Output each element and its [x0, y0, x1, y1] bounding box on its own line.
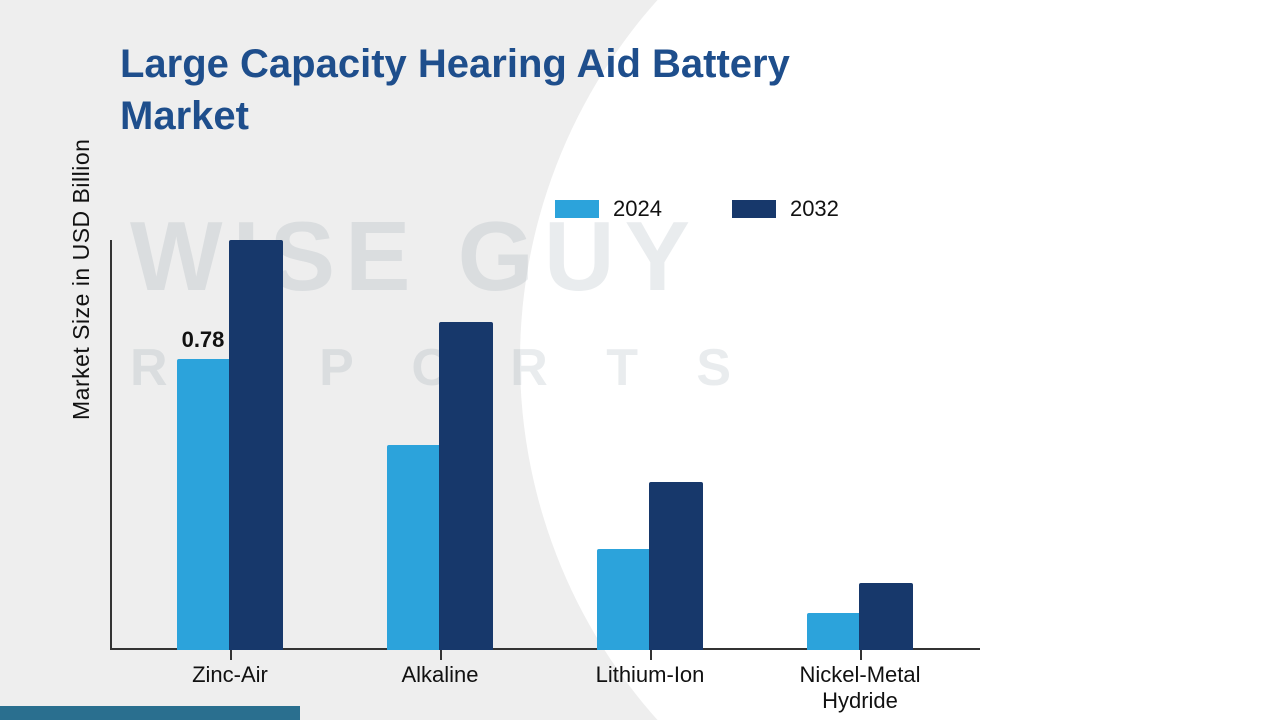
legend-label-2024: 2024 — [613, 196, 662, 222]
value-label: 0.78 — [182, 327, 225, 353]
legend-item-2024: 2024 — [555, 196, 662, 222]
bar — [387, 445, 441, 650]
brand-logo: WISE GUY R E P O R T S — [1069, 30, 1250, 84]
legend-swatch-2024 — [555, 200, 599, 218]
logo-head-icon — [1030, 56, 1100, 126]
category-label: Zinc-Air — [130, 662, 330, 688]
x-tick — [230, 650, 232, 660]
category-label: Lithium-Ion — [550, 662, 750, 688]
x-tick — [650, 650, 652, 660]
bar — [177, 359, 231, 650]
chart-stage: WISE GUY R E P O R T S WISE GUY R E P O … — [0, 0, 1280, 720]
y-axis-label: Market Size in USD Billion — [68, 139, 95, 420]
bar — [439, 322, 493, 650]
category-label: Nickel-MetalHydride — [760, 662, 960, 715]
bar — [859, 583, 913, 650]
legend: 2024 2032 — [555, 196, 839, 222]
x-tick — [440, 650, 442, 660]
legend-swatch-2032 — [732, 200, 776, 218]
x-tick — [860, 650, 862, 660]
chart-title: Large Capacity Hearing Aid Battery Marke… — [120, 38, 880, 142]
category-label: Alkaline — [340, 662, 540, 688]
plot-area: 0.78Zinc-AirAlkalineLithium-IonNickel-Me… — [110, 240, 980, 650]
bar — [229, 240, 283, 650]
bar — [649, 482, 703, 650]
bar — [597, 549, 651, 650]
bar — [807, 613, 861, 650]
bottom-accent-bar — [0, 706, 300, 720]
legend-label-2032: 2032 — [790, 196, 839, 222]
legend-item-2032: 2032 — [732, 196, 839, 222]
y-axis — [110, 240, 112, 650]
